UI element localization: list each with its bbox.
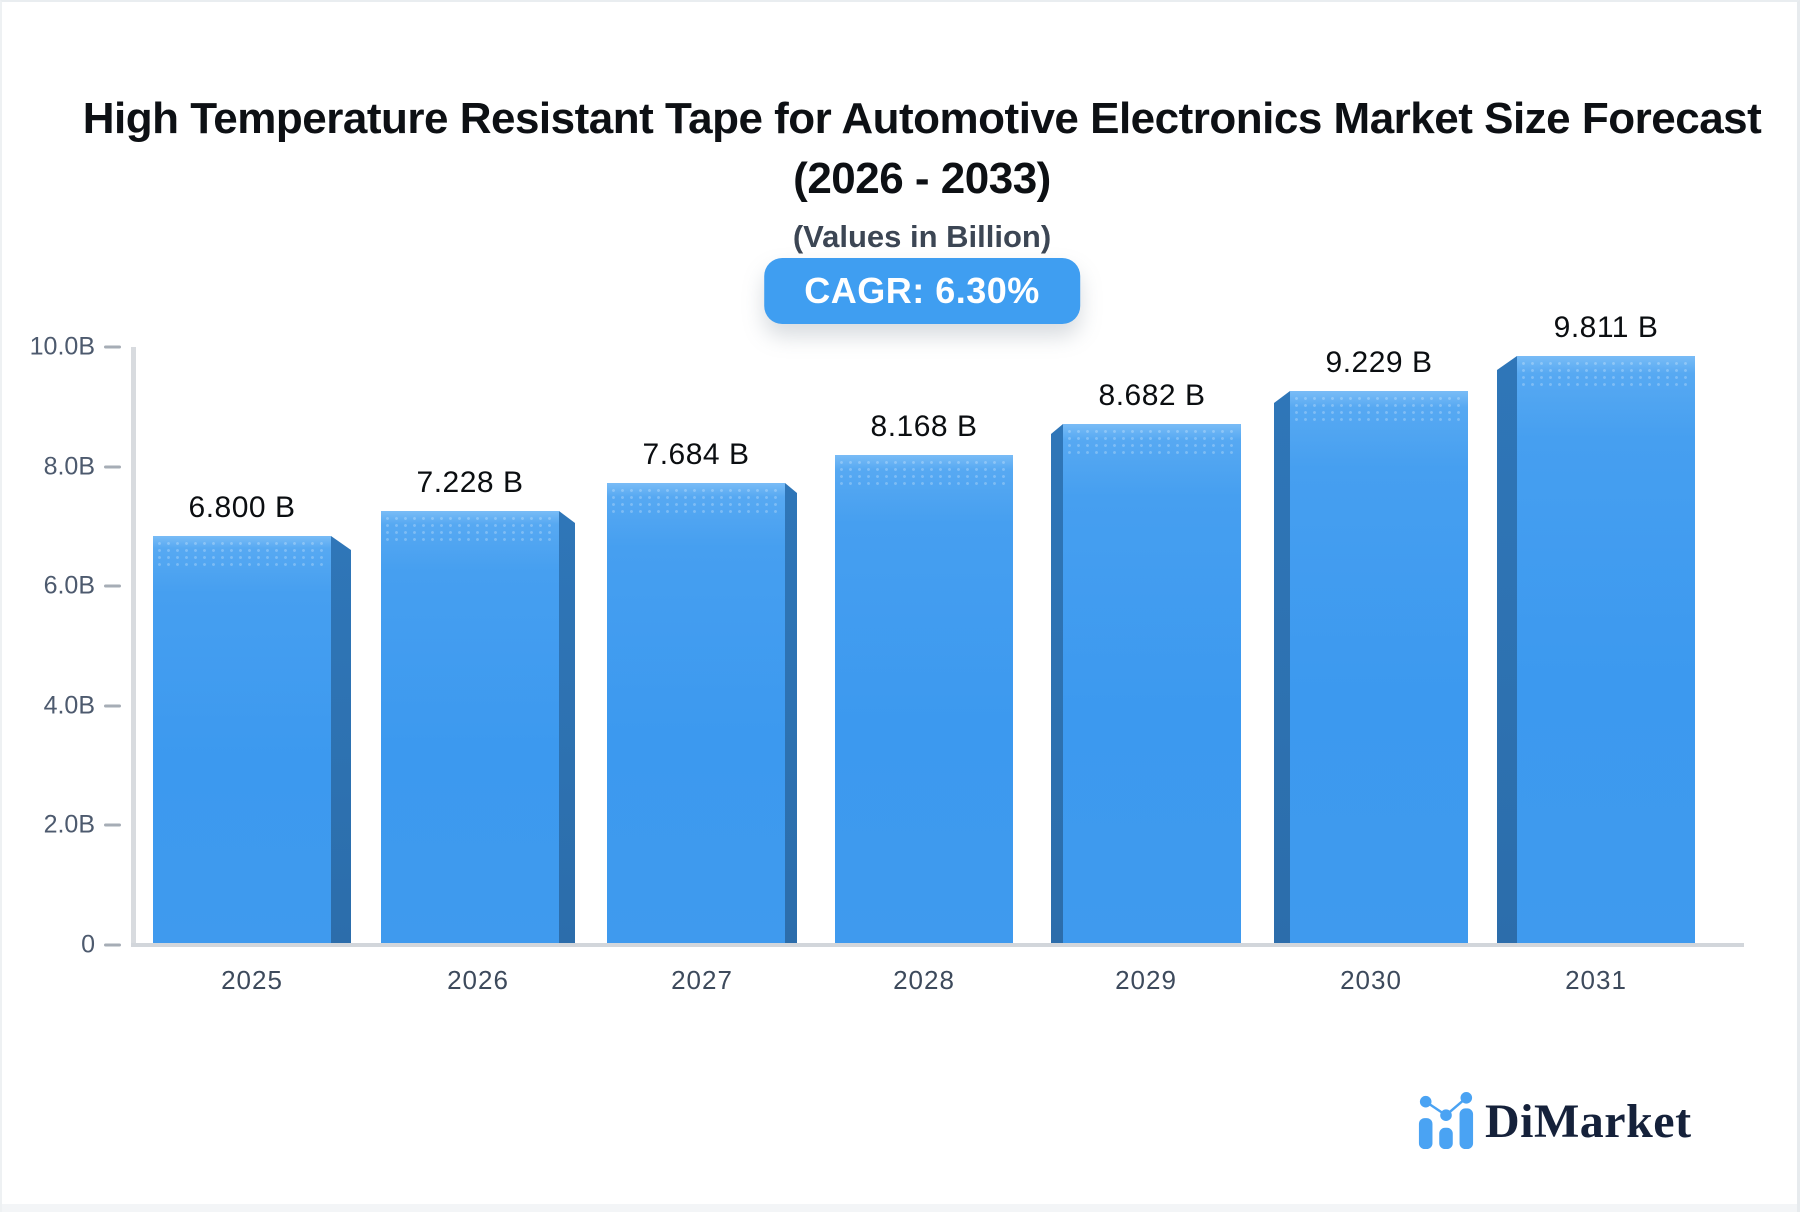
bar-3d-side	[1497, 356, 1517, 943]
y-axis-tick	[104, 823, 121, 827]
chart-title-line1: High Temperature Resistant Tape for Auto…	[82, 94, 1762, 143]
x-axis-label: 2026	[447, 965, 509, 995]
x-axis-label: 2028	[893, 965, 955, 995]
bar-value-label: 9.811 B	[1553, 311, 1659, 344]
y-axis-label: 0	[81, 930, 95, 959]
bar-2029	[1063, 424, 1241, 943]
brand-name: DiMarket	[1485, 1094, 1692, 1148]
y-axis-tick	[104, 943, 121, 947]
y-axis-line	[131, 347, 136, 944]
bar-3d-side	[785, 483, 797, 943]
bar-3d-side	[331, 536, 351, 943]
y-axis-tick	[104, 584, 121, 588]
card-bottom-edge	[2, 1204, 1797, 1212]
bar-3d-side	[1051, 424, 1063, 943]
x-axis-label: 2031	[1565, 965, 1627, 995]
bar-2027	[607, 483, 785, 943]
brand-logo: DiMarket	[1417, 1090, 1692, 1152]
y-axis-label: 6.0B	[43, 571, 95, 600]
bar-2028	[835, 455, 1013, 943]
bar-2031	[1517, 356, 1695, 943]
y-axis-label: 2.0B	[43, 810, 95, 839]
x-axis-label: 2027	[671, 965, 733, 995]
y-axis-tick	[104, 704, 121, 708]
x-axis-label: 2029	[1115, 965, 1177, 995]
bar-value-label: 6.800 B	[188, 491, 296, 524]
bar-chart-logo-icon	[1418, 1092, 1474, 1150]
bar-value-label: 7.684 B	[642, 438, 750, 471]
bar-2025	[153, 536, 331, 943]
x-axis-label: 2025	[221, 965, 283, 995]
bar-value-label: 8.168 B	[870, 410, 978, 443]
y-axis-label: 4.0B	[43, 691, 95, 720]
y-axis-label: 10.0B	[29, 332, 95, 361]
bar-value-label: 7.228 B	[416, 466, 524, 499]
bar-2026	[381, 511, 559, 943]
bar-3d-side	[559, 511, 575, 943]
bar-value-label: 8.682 B	[1098, 379, 1206, 412]
y-axis-tick	[104, 465, 121, 469]
x-axis-label: 2030	[1340, 965, 1402, 995]
chart-title-line2: (2026 - 2033)	[793, 154, 1051, 203]
x-axis-line	[131, 943, 1744, 947]
bar-2030	[1290, 391, 1468, 943]
bar-3d-side	[1274, 391, 1290, 943]
cagr-badge: CAGR: 6.30%	[764, 258, 1080, 324]
y-axis-tick	[104, 345, 121, 349]
y-axis-label: 8.0B	[43, 452, 95, 481]
chart-subtitle: (Values in Billion)	[792, 219, 1052, 254]
bar-value-label: 9.229 B	[1325, 346, 1433, 379]
